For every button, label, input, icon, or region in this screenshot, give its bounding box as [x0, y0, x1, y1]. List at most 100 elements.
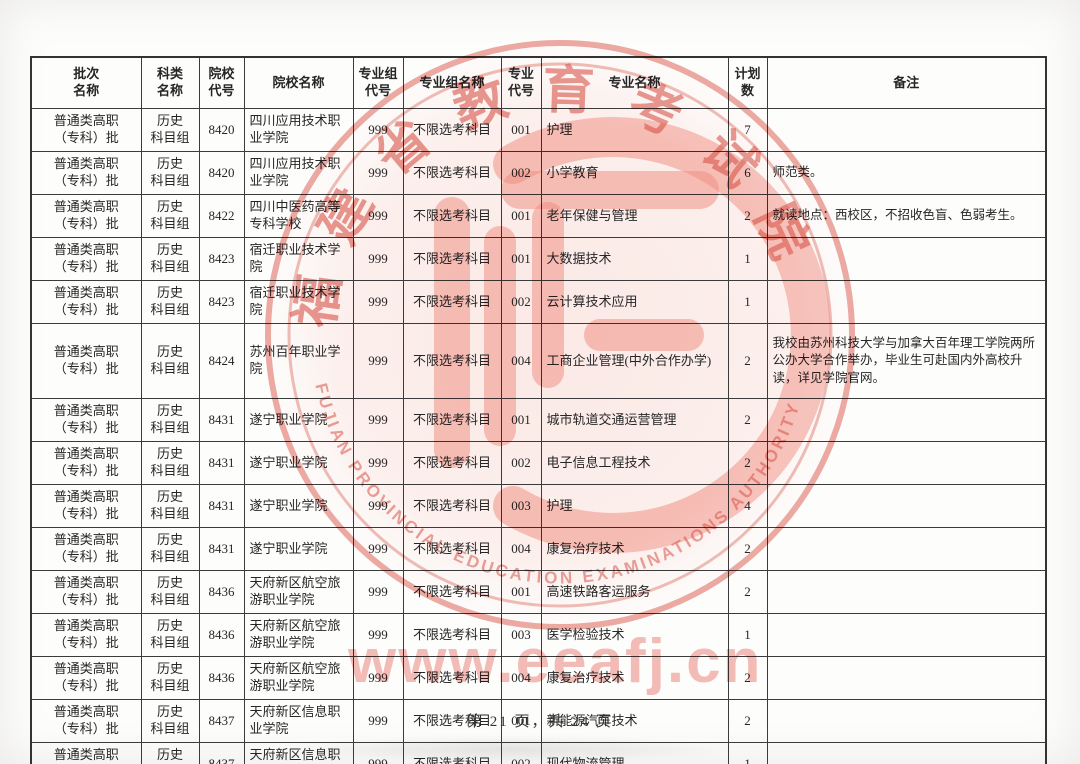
cell-batch: 普通类高职 （专科）批: [30, 323, 142, 399]
cell-subject: 历史 科目组: [140, 108, 200, 152]
cell-major_code: 001: [500, 398, 542, 442]
cell-remark: [766, 237, 1047, 281]
cell-subject: 历史 科目组: [140, 527, 200, 571]
cell-school_code: 8437: [198, 742, 245, 764]
cell-group_code: 999: [352, 323, 404, 399]
cell-school_name: 宿迁职业技术学院: [243, 237, 354, 281]
col-header: 专业组名称: [402, 56, 502, 109]
cell-batch: 普通类高职 （专科）批: [30, 656, 142, 700]
cell-school_code: 8431: [198, 527, 245, 571]
cell-group_code: 999: [352, 656, 404, 700]
cell-group_name: 不限选考科目: [402, 323, 502, 399]
col-header: 专业名称: [540, 56, 729, 109]
cell-remark: [766, 613, 1047, 657]
table-row: 普通类高职 （专科）批 历史 科目组 8420 四川应用技术职业学院 999 不限选考科目…: [30, 108, 1047, 152]
cell-major_code: 003: [500, 484, 542, 528]
table-row: 普通类高职 （专科）批 历史 科目组 8431 遂宁职业学院 999 不限选考科目 003 护…: [30, 484, 1047, 528]
table-header-row: 批次 名称 科类 名称 院校 代号 院校名称 专业组 代号 专业组名称 专业 代号 专业名称计…: [30, 56, 1047, 109]
cell-major_name: 护理: [540, 484, 729, 528]
cell-remark: [766, 441, 1047, 485]
cell-group_code: 999: [352, 108, 404, 152]
cell-group_name: 不限选考科目: [402, 527, 502, 571]
cell-school_code: 8423: [198, 280, 245, 324]
admission-plan-table: 批次 名称 科类 名称 院校 代号 院校名称 专业组 代号 专业组名称 专业 代号 专业名称计…: [30, 56, 1047, 764]
cell-subject: 历史 科目组: [140, 237, 200, 281]
cell-school_name: 遂宁职业学院: [243, 398, 354, 442]
cell-school_name: 宿迁职业技术学院: [243, 280, 354, 324]
table-row: 普通类高职 （专科）批 历史 科目组 8423 宿迁职业技术学院 999 不限选考科目 00…: [30, 280, 1047, 324]
cell-major_name: 城市轨道交通运营管理: [540, 398, 729, 442]
cell-group_code: 999: [352, 484, 404, 528]
cell-school_code: 8422: [198, 194, 245, 238]
cell-remark: [766, 656, 1047, 700]
cell-major_code: 004: [500, 656, 542, 700]
cell-major_code: 001: [500, 194, 542, 238]
table-row: 普通类高职 （专科）批 历史 科目组 8431 遂宁职业学院 999 不限选考科目 002 电…: [30, 441, 1047, 485]
cell-major_name: 护理: [540, 108, 729, 152]
cell-group_code: 999: [352, 441, 404, 485]
cell-subject: 历史 科目组: [140, 323, 200, 399]
cell-school_name: 天府新区航空旅游职业学院: [243, 656, 354, 700]
cell-group_code: 999: [352, 570, 404, 614]
cell-group_name: 不限选考科目: [402, 237, 502, 281]
cell-major_code: 003: [500, 613, 542, 657]
cell-batch: 普通类高职 （专科）批: [30, 398, 142, 442]
cell-group_name: 不限选考科目: [402, 280, 502, 324]
cell-major_name: 小学教育: [540, 151, 729, 195]
cell-school_name: 四川应用技术职业学院: [243, 151, 354, 195]
cell-major_name: 现代物流管理: [540, 742, 729, 764]
cell-plan: 2: [727, 527, 768, 571]
table-row: 普通类高职 （专科）批 历史 科目组 8423 宿迁职业技术学院 999 不限选考科目 00…: [30, 237, 1047, 281]
cell-school_name: 遂宁职业学院: [243, 527, 354, 571]
table-row: 普通类高职 （专科）批 历史 科目组 8431 遂宁职业学院 999 不限选考科目 001 城…: [30, 398, 1047, 442]
cell-batch: 普通类高职 （专科）批: [30, 484, 142, 528]
cell-group_code: 999: [352, 237, 404, 281]
cell-subject: 历史 科目组: [140, 151, 200, 195]
cell-group_name: 不限选考科目: [402, 484, 502, 528]
cell-plan: 7: [727, 108, 768, 152]
cell-batch: 普通类高职 （专科）批: [30, 527, 142, 571]
page-number-footer: 第 21 页，共 24 页: [466, 714, 613, 730]
cell-group_code: 999: [352, 194, 404, 238]
col-header: 科类 名称: [140, 56, 200, 109]
cell-plan: 2: [727, 441, 768, 485]
cell-major_name: 老年保健与管理: [540, 194, 729, 238]
cell-group_name: 不限选考科目: [402, 570, 502, 614]
cell-major_code: 004: [500, 527, 542, 571]
cell-major_code: 002: [500, 441, 542, 485]
col-header: 专业组 代号: [352, 56, 404, 109]
cell-group_code: 999: [352, 151, 404, 195]
cell-plan: 1: [727, 237, 768, 281]
cell-school_code: 8436: [198, 570, 245, 614]
cell-remark: [766, 742, 1047, 764]
cell-batch: 普通类高职 （专科）批: [30, 699, 142, 743]
cell-group_name: 不限选考科目: [402, 613, 502, 657]
cell-major_name: 康复治疗技术: [540, 656, 729, 700]
cell-school_name: 遂宁职业学院: [243, 441, 354, 485]
cell-major_name: 医学检验技术: [540, 613, 729, 657]
cell-major_code: 002: [500, 280, 542, 324]
cell-school_code: 8431: [198, 398, 245, 442]
cell-batch: 普通类高职 （专科）批: [30, 742, 142, 764]
col-header: 院校名称: [243, 56, 354, 109]
cell-subject: 历史 科目组: [140, 613, 200, 657]
cell-remark: [766, 527, 1047, 571]
cell-school_code: 8424: [198, 323, 245, 399]
col-header: 院校 代号: [198, 56, 245, 109]
cell-school_name: 天府新区信息职业学院: [243, 699, 354, 743]
cell-remark: 就读地点：西校区，不招收色盲、色弱考生。: [766, 194, 1047, 238]
cell-plan: 2: [727, 323, 768, 399]
cell-batch: 普通类高职 （专科）批: [30, 441, 142, 485]
cell-group_name: 不限选考科目: [402, 151, 502, 195]
cell-batch: 普通类高职 （专科）批: [30, 570, 142, 614]
cell-school_name: 天府新区航空旅游职业学院: [243, 613, 354, 657]
cell-group_name: 不限选考科目: [402, 699, 502, 743]
cell-major_name: 电子信息工程技术: [540, 441, 729, 485]
cell-school_name: 天府新区信息职业学院: [243, 742, 354, 764]
cell-plan: 1: [727, 280, 768, 324]
cell-group_code: 999: [352, 398, 404, 442]
cell-batch: 普通类高职 （专科）批: [30, 237, 142, 281]
cell-group_name: 不限选考科目: [402, 742, 502, 764]
col-header: 计划 数: [727, 56, 768, 109]
